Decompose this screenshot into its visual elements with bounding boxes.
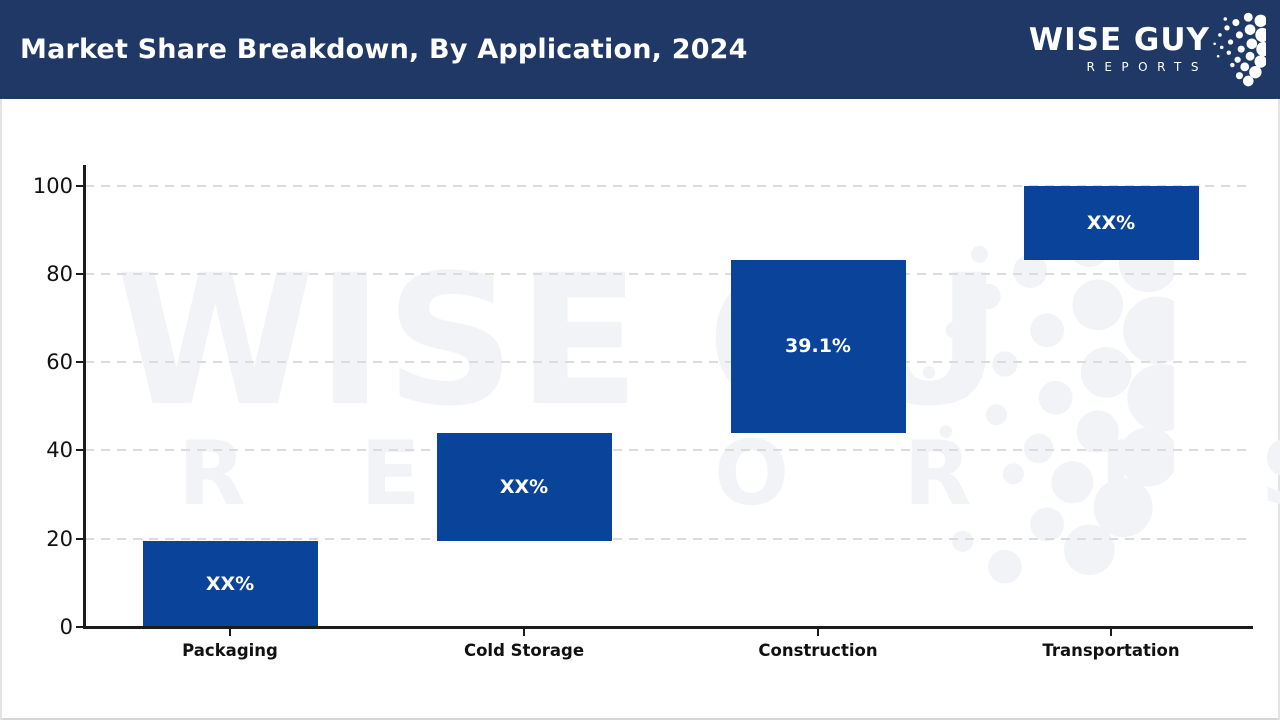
- y-axis-line: [83, 165, 86, 629]
- logo-reports-text: REPORTS: [1086, 60, 1208, 74]
- y-axis-tick-label: 20: [46, 526, 73, 551]
- x-axis-tick-mark: [1110, 629, 1112, 636]
- y-axis-tick-mark: [76, 184, 84, 187]
- x-axis-category-label: Construction: [758, 641, 878, 660]
- page-title: Market Share Breakdown, By Application, …: [20, 34, 748, 65]
- bar-value-label: 39.1%: [785, 335, 851, 358]
- y-axis-tick-mark: [76, 626, 84, 628]
- y-axis-tick-label: 40: [46, 438, 73, 463]
- logo-face-icon: [1213, 12, 1266, 86]
- bar-value-label: XX%: [1086, 211, 1136, 234]
- y-axis-tick-label: 100: [32, 173, 73, 198]
- bar-cold-storage: XX%: [436, 432, 612, 542]
- y-axis-tick-mark: [76, 449, 84, 452]
- header: Market Share Breakdown, By Application, …: [0, 0, 1280, 99]
- bar-packaging: XX%: [142, 541, 318, 627]
- bar-value-label: XX%: [205, 573, 255, 596]
- bar-transportation: XX%: [1023, 185, 1199, 261]
- x-axis-category-label: Packaging: [182, 641, 278, 660]
- x-axis-category-label: Transportation: [1042, 641, 1180, 660]
- gridline: [85, 184, 1253, 187]
- bar-value-label: XX%: [499, 476, 549, 499]
- x-axis-tick-mark: [817, 629, 819, 636]
- y-axis-tick-mark: [76, 361, 84, 364]
- logo-wordmark: WISE GUY: [1028, 22, 1210, 58]
- bar-construction: 39.1%: [730, 260, 906, 433]
- gridline: [85, 537, 1253, 540]
- y-axis-tick-label: 0: [59, 615, 73, 639]
- gridline: [85, 449, 1253, 452]
- x-axis-tick-mark: [229, 629, 231, 636]
- gridline: [85, 361, 1253, 364]
- y-axis-tick-mark: [76, 537, 84, 540]
- y-axis-tick-label: 80: [46, 261, 73, 286]
- y-axis-tick-mark: [76, 272, 84, 275]
- wise-guy-logo: WISE GUY REPORTS: [1029, 8, 1266, 92]
- gridline: [85, 272, 1253, 275]
- logo-text: WISE GUY REPORTS: [1028, 22, 1210, 75]
- x-axis-category-label: Cold Storage: [463, 641, 585, 660]
- y-axis-tick-label: 60: [46, 350, 73, 375]
- x-axis-line: [83, 626, 1253, 629]
- x-axis-tick-mark: [523, 629, 525, 636]
